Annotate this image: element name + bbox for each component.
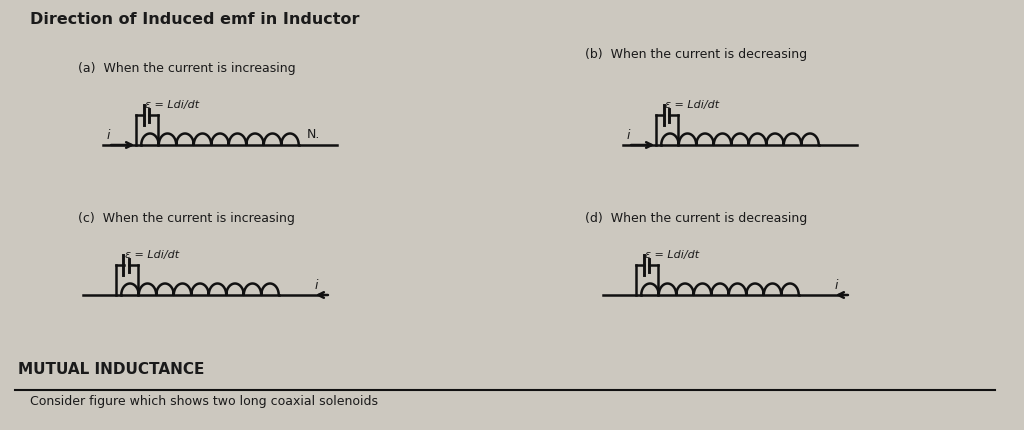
Text: ε = Ldi/dt: ε = Ldi/dt [666,100,720,110]
Text: ε = Ldi/dt: ε = Ldi/dt [645,250,699,260]
Text: i: i [106,129,110,142]
Text: N.: N. [307,128,321,141]
Text: ε = Ldi/dt: ε = Ldi/dt [145,100,200,110]
Text: (d)  When the current is decreasing: (d) When the current is decreasing [585,212,807,225]
Text: MUTUAL INDUCTANCE: MUTUAL INDUCTANCE [18,362,205,377]
Text: Consider figure which shows two long coaxial solenoids: Consider figure which shows two long coa… [30,395,378,408]
Text: (a)  When the current is increasing: (a) When the current is increasing [78,62,296,75]
Text: Direction of Induced emf in Inductor: Direction of Induced emf in Inductor [30,12,359,27]
Text: (c)  When the current is increasing: (c) When the current is increasing [78,212,295,225]
Text: i: i [627,129,630,142]
Text: i: i [835,279,839,292]
Text: i: i [314,279,318,292]
Text: ε = Ldi/dt: ε = Ldi/dt [125,250,179,260]
Text: (b)  When the current is decreasing: (b) When the current is decreasing [585,48,807,61]
